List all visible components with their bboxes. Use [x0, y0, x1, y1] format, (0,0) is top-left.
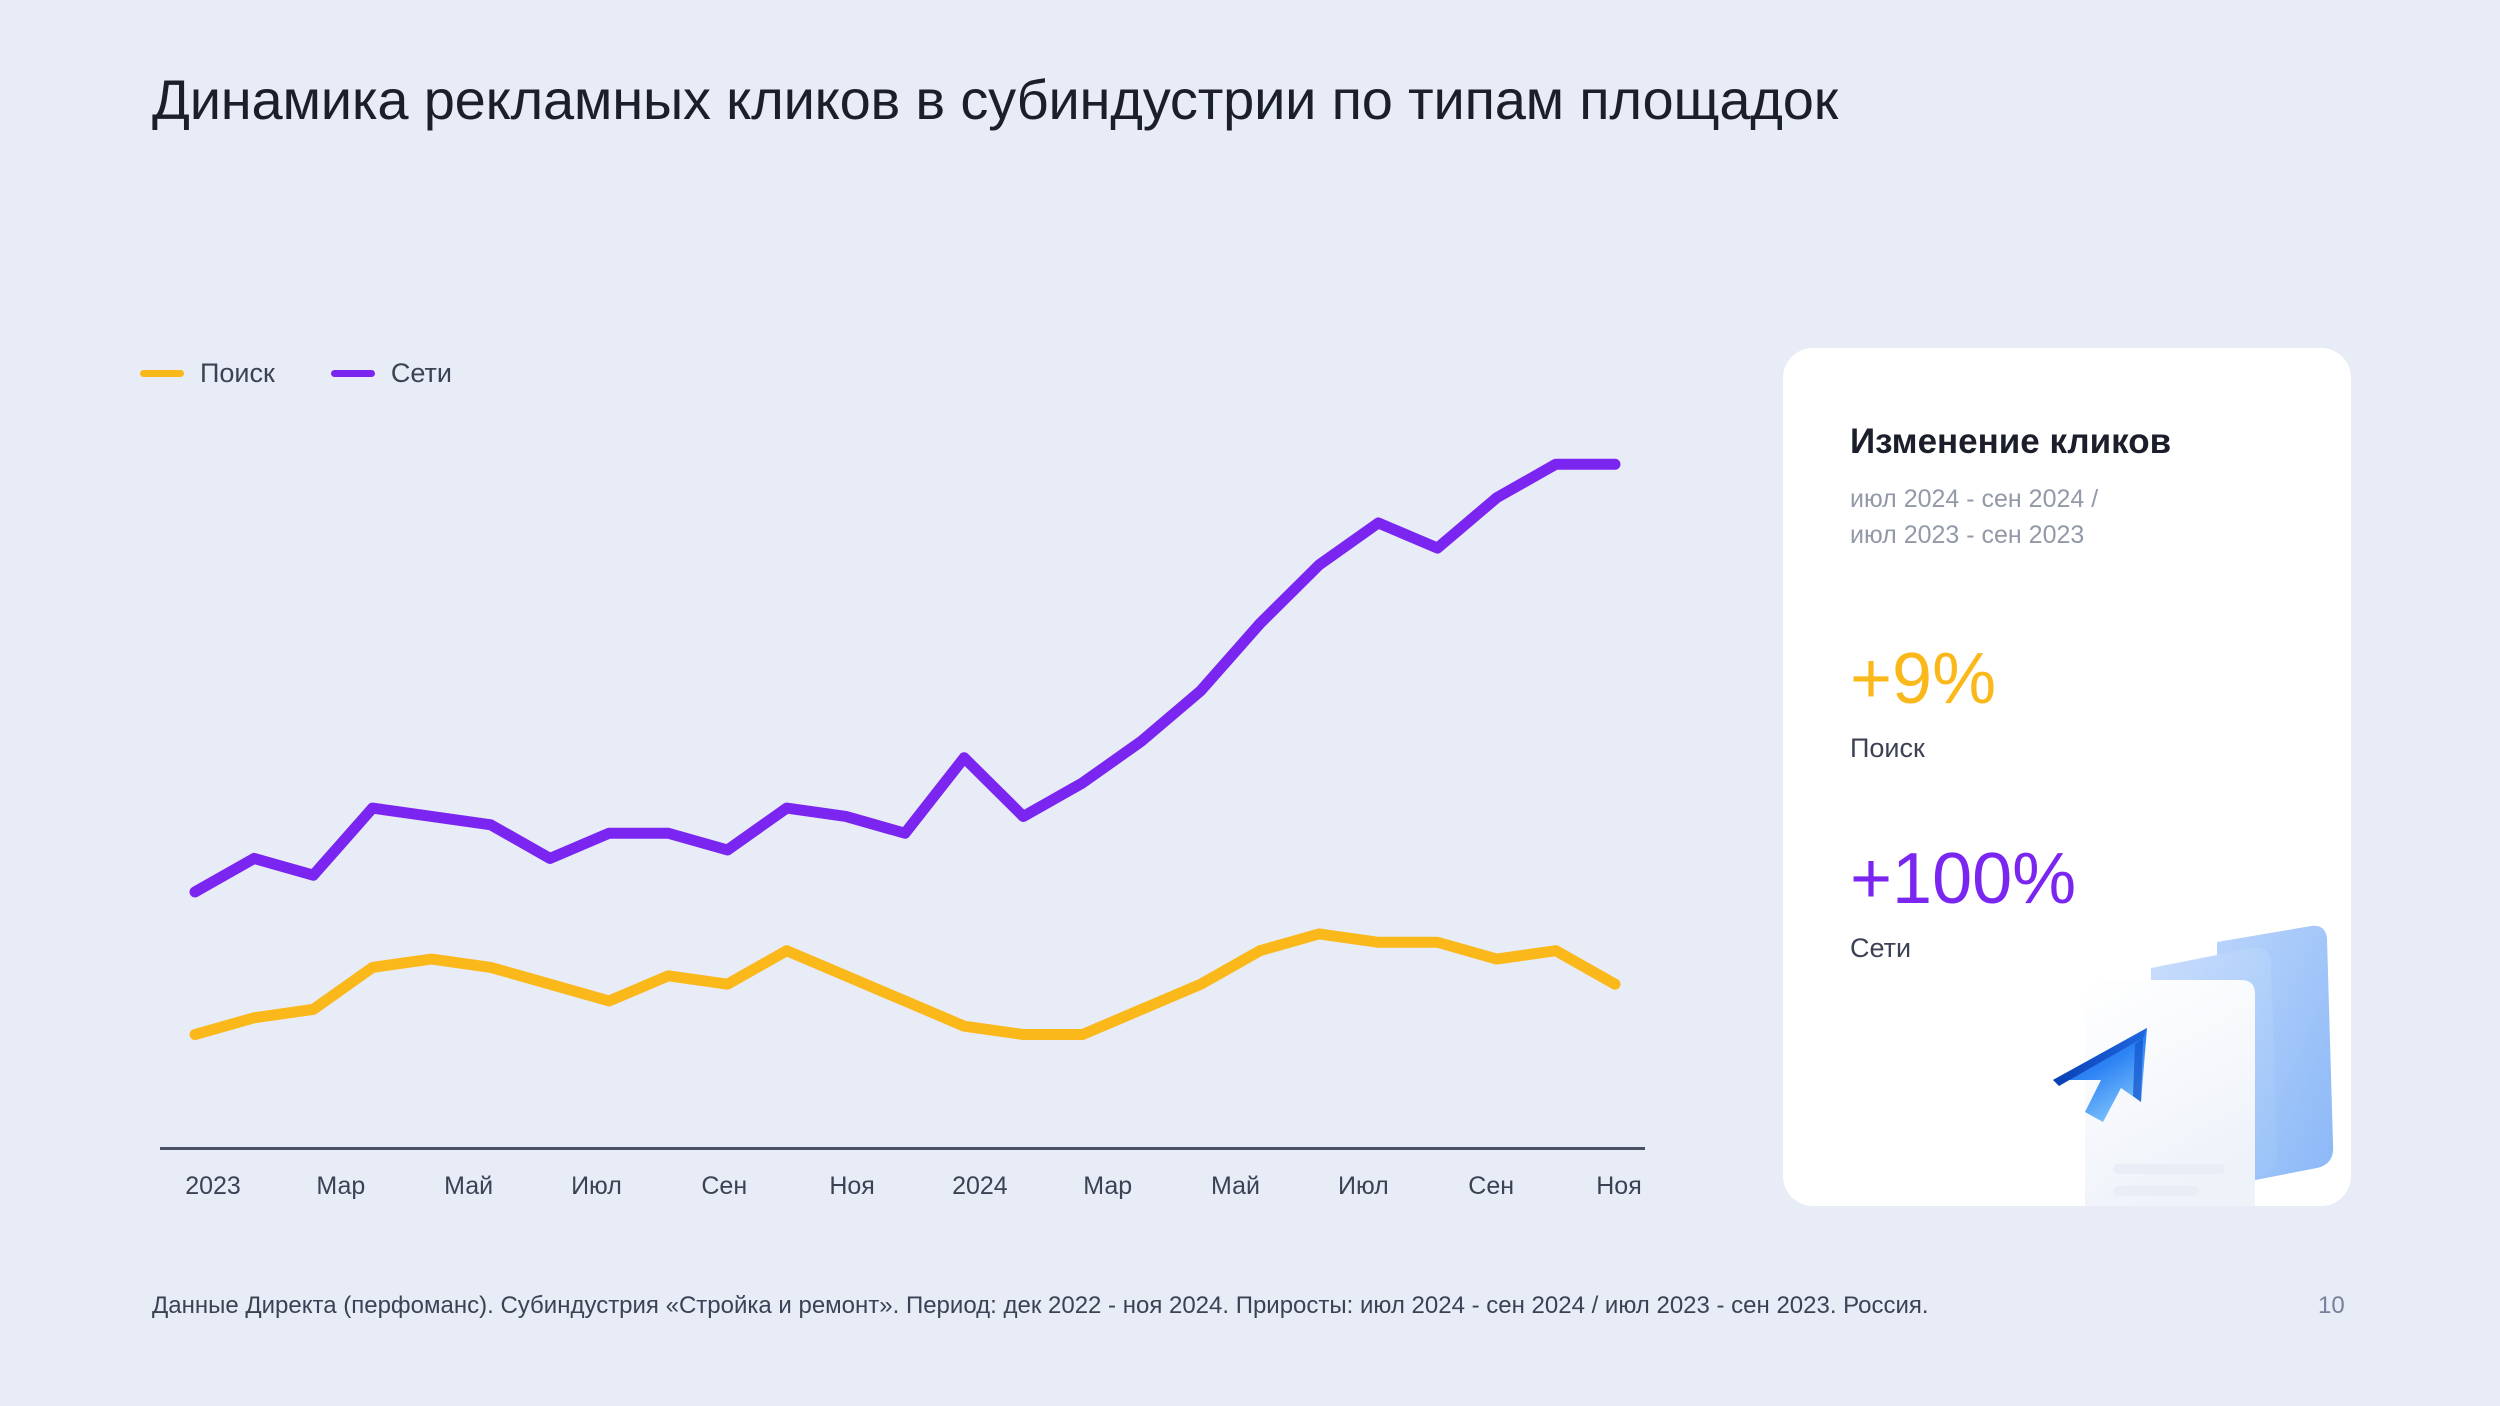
legend-item-networks[interactable]: Сети	[330, 358, 452, 389]
legend-item-search[interactable]: Поиск	[140, 358, 275, 389]
chart-plot-svg	[189, 458, 1621, 1041]
metric-search: +9% Поиск	[1850, 643, 1996, 764]
legend-item-label: Сети	[390, 358, 452, 388]
metrics-card-period: июл 2024 - сен 2024 / июл 2023 - сен 202…	[1850, 485, 2099, 550]
metrics-card: Изменение кликов июл 2024 - сен 2024 / и…	[1783, 348, 2351, 1206]
metric-networks: +100% Сети	[1850, 843, 2076, 964]
x-axis-tick-label: Май	[444, 1172, 494, 1200]
x-axis-tick-label: 2023	[185, 1172, 241, 1200]
x-axis-tick-label: Мар	[316, 1172, 366, 1200]
x-axis-tick-label: Сен	[701, 1172, 748, 1200]
x-axis-labels: 2023 Мар Май Июл Сен Ноя 2024 Мар Май Июл Сен Ноя	[150, 1172, 1670, 1212]
x-axis-tick-label: Май	[1211, 1172, 1261, 1200]
page-title: Динамика рекламных кликов в субиндустрии…	[152, 68, 1839, 131]
series-line-search	[189, 928, 1621, 1041]
page-number: 10	[2318, 1292, 2345, 1319]
metric-value-networks: +100%	[1850, 839, 2077, 919]
x-axis-tick-label: Июл	[571, 1172, 622, 1200]
line-chart	[150, 430, 1670, 1160]
metric-value-search: +9%	[1850, 639, 1997, 719]
x-axis-tick-label: 2024	[952, 1172, 1008, 1200]
metric-label-networks: Сети	[1850, 933, 1912, 963]
folders-and-cursor-illustration	[2053, 925, 2334, 1206]
x-axis-tick-label: Мар	[1083, 1172, 1133, 1200]
legend-line-icon	[330, 370, 375, 377]
metrics-card-title: Изменение кликов	[1850, 422, 2172, 461]
x-axis-tick-label: Ноя	[1596, 1172, 1642, 1200]
x-axis-tick-label: Июл	[1337, 1172, 1389, 1200]
legend-line-icon	[140, 370, 184, 377]
series-line-networks	[189, 458, 1621, 898]
x-axis-tick-label: Ноя	[829, 1172, 875, 1200]
legend-item-label: Поиск	[200, 358, 275, 388]
footer-note: Данные Директа (перфоманс). Субиндустрия…	[152, 1292, 1929, 1319]
x-axis-line	[160, 1147, 1645, 1150]
metric-label-search: Поиск	[1850, 733, 1925, 763]
chart-legend: Поиск Сети	[140, 358, 452, 389]
x-axis-tick-label: Сен	[1468, 1172, 1515, 1200]
